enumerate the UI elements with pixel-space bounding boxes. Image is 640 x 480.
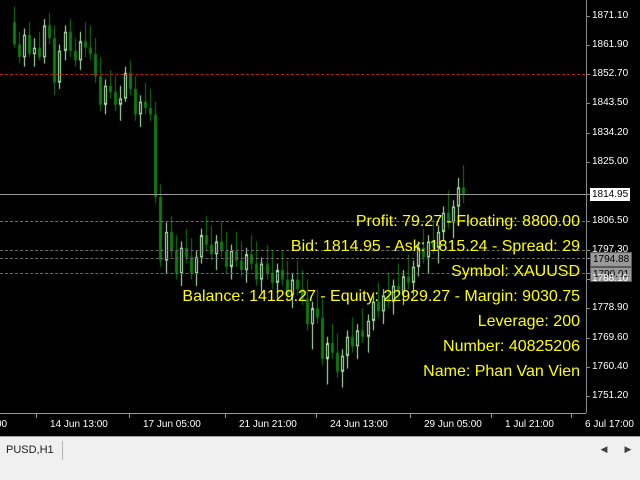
time-axis-label: 24 Jun 13:00 [330,419,388,430]
time-tick-mark [36,414,37,418]
price-tick-mark [586,308,590,309]
time-axis-label: 17 Jun 05:00 [143,419,201,430]
time-axis-label: 6 Jul 17:00 [585,419,634,430]
order-level-price-label[interactable]: 1794.88 [590,252,633,267]
price-axis-label: 1788.10 [592,273,629,284]
price-tick-mark [586,396,590,397]
price-tick-mark [586,16,590,17]
price-tick-mark [586,45,590,46]
time-axis-label: 14 Jun 13:00 [50,419,108,430]
tab-nav-controls[interactable]: ◀ ▶ [598,442,634,456]
time-axis-label: 00 [0,419,8,430]
price-tick-mark [586,338,590,339]
price-tick-mark [586,74,590,75]
price-axis-label: 1852.70 [592,68,629,79]
price-tick-mark [586,273,590,274]
price-axis-label: 1778.90 [592,302,629,313]
tab-scroll-right-icon[interactable]: ▶ [624,443,632,454]
current-price-label[interactable]: 1814.95 [590,188,631,201]
price-tick-mark [586,258,590,259]
price-axis-label: 1825.00 [592,156,629,167]
price-axis-label: 1751.20 [592,390,629,401]
time-axis-line [0,413,586,414]
price-axis-line [586,0,587,437]
price-tick-mark [586,162,590,163]
price-tick-mark [586,221,590,222]
price-tick-mark [586,103,590,104]
price-tick-mark [586,367,590,368]
time-tick-mark [491,414,492,418]
time-axis-label: 1 Jul 21:00 [505,419,554,430]
price-scale[interactable]: 1871.10 1861.90 1852.70 1843.50 1834.20 1825.… [586,0,640,437]
price-axis-label: 1834.20 [592,127,629,138]
order-level-price-label[interactable]: 1790.01 [590,267,633,282]
time-axis-label: 29 Jun 05:00 [424,419,482,430]
price-axis-label: 1760.40 [592,361,629,372]
time-tick-mark [316,414,317,418]
price-axis-label: 1843.50 [592,97,629,108]
time-scale[interactable]: 00 14 Jun 13:00 17 Jun 05:00 21 Jun 21:00 24… [0,413,640,437]
time-tick-mark [129,414,130,418]
time-tick-mark [571,414,572,418]
tab-scroll-left-icon[interactable]: ◀ [600,443,608,454]
price-tick-mark [586,279,590,280]
price-axis-label: 1871.10 [592,10,629,21]
price-chart[interactable]: Profit: 79.27 - Floating: 8800.00 Bid: 18… [0,0,640,437]
price-axis-label: 1806.50 [592,215,629,226]
price-tick-mark [586,250,590,251]
price-axis-label: 1769.60 [592,332,629,343]
price-axis-label: 1797.30 [592,244,629,255]
candlestick-series [0,0,586,413]
price-tick-mark [586,194,590,195]
chart-tab-bar[interactable]: PUSD,H1 ◀ ▶ [0,436,640,480]
time-tick-mark [410,414,411,418]
chart-tab-strip[interactable]: PUSD,H1 [0,441,63,460]
time-tick-mark [225,414,226,418]
time-axis-label: 21 Jun 21:00 [239,419,297,430]
price-axis-label: 1861.90 [592,39,629,50]
price-tick-mark [586,133,590,134]
chart-tab[interactable]: PUSD,H1 [0,441,63,460]
